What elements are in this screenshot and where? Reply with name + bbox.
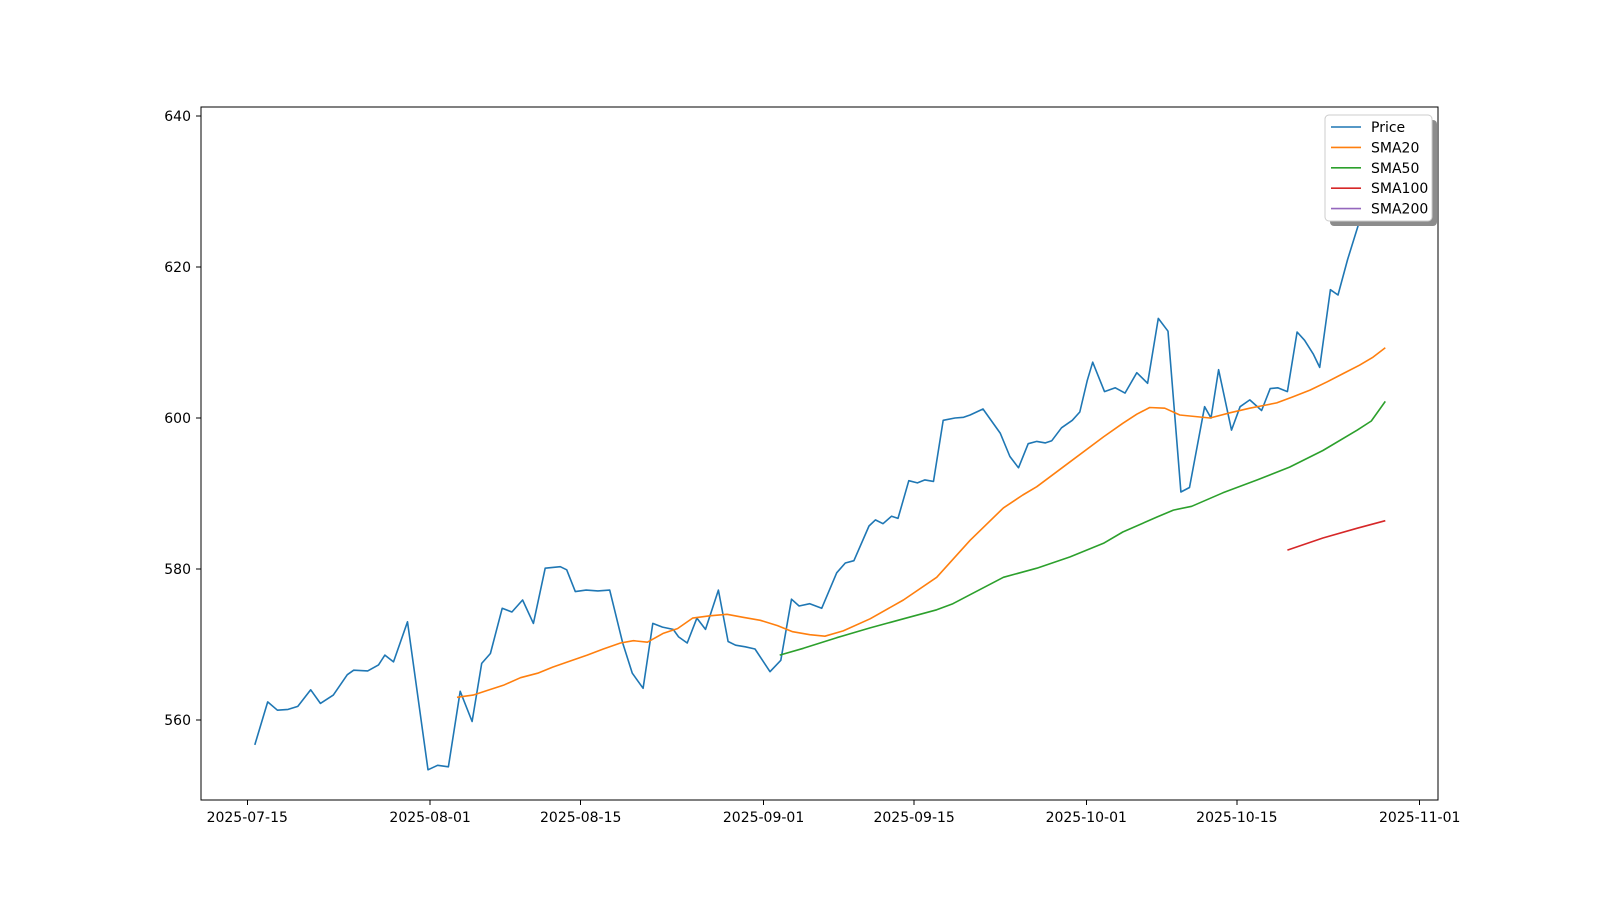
x-tick-label: 2025-09-15: [873, 810, 954, 826]
plot-area: [201, 107, 1438, 800]
legend: Price SMA20 SMA50 SMA100 SMA200: [1324, 114, 1437, 226]
x-tick-label: 2025-10-01: [1046, 810, 1127, 826]
legend-label-sma100: SMA100: [1371, 181, 1428, 197]
x-tick-label: 2025-08-01: [389, 810, 470, 826]
price-line: [254, 192, 1387, 771]
axes-spines: [200, 106, 1439, 801]
y-tick-label: 640: [164, 109, 191, 125]
legend-label-sma200: SMA200: [1371, 202, 1428, 218]
legend-label-sma50: SMA50: [1371, 161, 1419, 177]
sma20-line: [456, 347, 1386, 699]
sma100-line: [1287, 519, 1386, 551]
legend-label-price: Price: [1371, 120, 1405, 136]
y-tick-label: 560: [164, 713, 191, 729]
x-tick-label: 2025-11-01: [1379, 810, 1460, 826]
y-tick-label: 620: [164, 260, 191, 276]
y-tick-label: 580: [164, 562, 191, 578]
legend-label-sma20: SMA20: [1371, 140, 1419, 156]
x-tick-label: 2025-07-15: [207, 810, 288, 826]
x-tick-label: 2025-08-15: [540, 810, 621, 826]
x-tick-label: 2025-09-01: [723, 810, 804, 826]
legend-box: [1324, 114, 1433, 222]
y-tick-label: 600: [164, 411, 191, 427]
sma50-line: [779, 400, 1386, 656]
plot-background: [201, 107, 1438, 800]
axes-layer: 2025-07-15 2025-08-01 2025-08-15 2025-09-01…: [164, 106, 1460, 826]
x-tick-label: 2025-10-15: [1196, 810, 1277, 826]
series-layer: [254, 192, 1387, 771]
